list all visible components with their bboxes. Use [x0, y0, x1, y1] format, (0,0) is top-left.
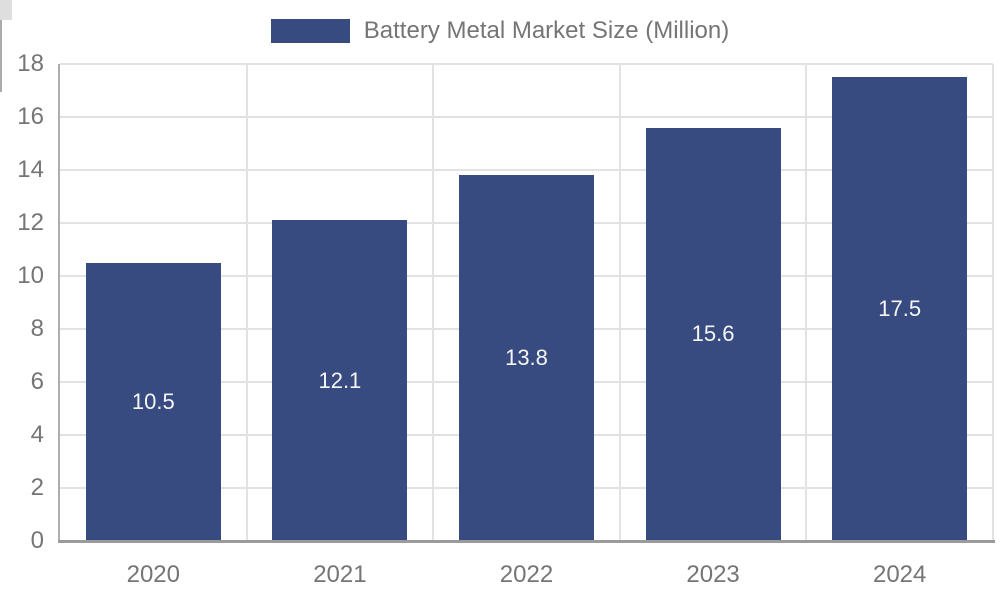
y-tick-mark [0, 18, 12, 20]
bar-value-label: 10.5 [131, 388, 175, 414]
x-tick-mark [0, 56, 2, 68]
v-gridline [805, 64, 808, 541]
y-tick-label: 4 [30, 421, 44, 448]
x-tick-mark [0, 44, 2, 56]
bar[interactable]: 17.5 [832, 77, 968, 541]
x-tick-label: 2024 [872, 561, 927, 588]
y-tick-mark [0, 16, 12, 18]
legend[interactable]: Battery Metal Market Size (Million) [0, 17, 1000, 45]
y-tick-label: 14 [17, 156, 44, 183]
y-tick-label: 0 [30, 527, 44, 554]
y-axis-line [58, 64, 60, 543]
x-tick-label: 2021 [313, 561, 367, 588]
h-gridline [60, 116, 993, 118]
legend-label: Battery Metal Market Size (Million) [363, 17, 730, 44]
x-tick-mark [0, 32, 2, 44]
bar[interactable]: 10.5 [85, 262, 221, 541]
bar-value-label: 12.1 [318, 367, 362, 393]
y-tick-mark [0, 2, 12, 4]
x-tick-label: 2022 [499, 561, 554, 588]
y-tick-mark [0, 4, 12, 6]
x-tick-mark [0, 68, 2, 80]
y-tick-label: 16 [17, 103, 44, 130]
bar[interactable]: 12.1 [272, 220, 408, 541]
v-gridline [618, 64, 621, 541]
y-tick-mark [0, 10, 12, 12]
v-gridline [992, 64, 994, 541]
v-gridline [432, 64, 435, 541]
y-tick-label: 12 [17, 209, 44, 236]
bar[interactable]: 13.8 [459, 175, 594, 541]
bar[interactable]: 15.6 [645, 127, 781, 541]
x-tick-label: 2020 [126, 561, 180, 588]
bar-value-label: 17.5 [878, 296, 922, 322]
y-tick-mark [0, 12, 12, 14]
y-tick-mark [0, 8, 12, 10]
v-gridline [245, 64, 248, 541]
bar-value-label: 15.6 [691, 321, 735, 347]
h-gridline [60, 169, 993, 171]
y-tick-mark [0, 6, 12, 8]
y-tick-label: 10 [17, 262, 44, 289]
y-tick-label: 8 [30, 315, 44, 342]
y-tick-label: 2 [30, 474, 44, 501]
x-tick-mark [0, 80, 2, 92]
x-tick-mark [0, 20, 2, 32]
y-tick-label: 6 [30, 368, 44, 395]
h-gridline [60, 63, 993, 65]
x-tick-label: 2023 [686, 561, 740, 588]
x-axis-line [58, 540, 995, 543]
y-tick-label: 18 [17, 50, 44, 77]
bar-value-label: 13.8 [505, 345, 548, 371]
legend-swatch [270, 19, 350, 43]
y-tick-mark [0, 0, 12, 2]
y-tick-mark [0, 14, 12, 16]
